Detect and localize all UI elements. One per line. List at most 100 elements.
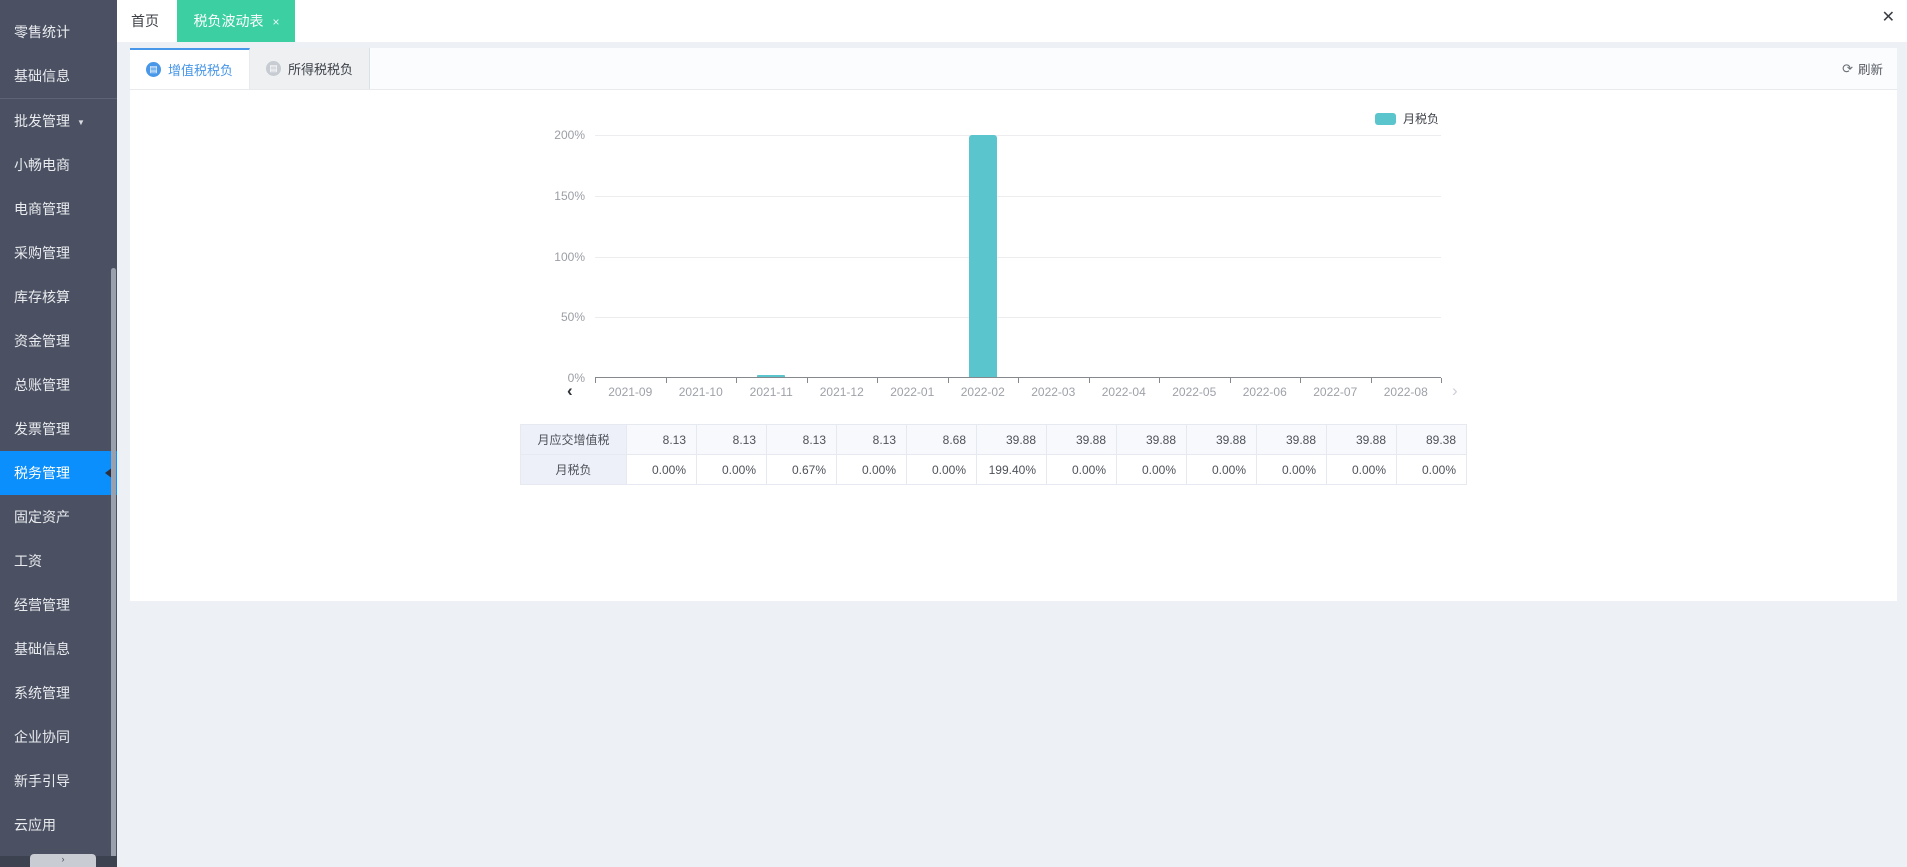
bar-2021-11[interactable] bbox=[757, 375, 785, 377]
legend-swatch bbox=[1375, 112, 1396, 125]
x-tick-label: 2021-11 bbox=[749, 385, 793, 399]
sidebar-item-6[interactable]: 库存核算 bbox=[0, 275, 117, 319]
x-axis-tick bbox=[1300, 378, 1301, 383]
sidebar-item-label: 批发管理 bbox=[14, 113, 70, 129]
sidebar-item-13[interactable]: 经营管理 bbox=[0, 583, 117, 627]
active-item-arrow-icon bbox=[105, 467, 113, 479]
sidebar: 零售统计 基础信息 批发管理 ▼ 小畅电商 电商管理 采购管理 库存核算 资金管理 总账管理 发票管… bbox=[0, 0, 117, 867]
sidebar-item-17[interactable]: 新手引导 bbox=[0, 759, 117, 803]
sidebar-item-4[interactable]: 电商管理 bbox=[0, 187, 117, 231]
sidebar-item-label: 资金管理 bbox=[14, 333, 70, 349]
sidebar-item-9[interactable]: 发票管理 bbox=[0, 407, 117, 451]
sidebar-item-label: 税务管理 bbox=[14, 465, 70, 481]
sidebar-item-label: 云应用 bbox=[14, 817, 56, 833]
table-cell: 0.00% bbox=[1256, 454, 1327, 485]
table-cell: 89.38 bbox=[1396, 424, 1467, 455]
x-tick-label: 2022-03 bbox=[1031, 385, 1076, 399]
sidebar-item-label: 工资 bbox=[14, 553, 42, 569]
bar-chart-plot-area bbox=[595, 135, 1442, 383]
y-tick-label: 0% bbox=[567, 371, 585, 385]
x-axis-tick bbox=[666, 378, 667, 383]
refresh-icon: ⟳ bbox=[1842, 60, 1853, 76]
table-cell: 0.00% bbox=[1396, 454, 1467, 485]
x-tick-label: 2022-05 bbox=[1172, 385, 1217, 399]
gridline bbox=[595, 256, 1441, 258]
sidebar-scrollbar-thumb[interactable] bbox=[111, 268, 116, 858]
sidebar-item-label: 库存核算 bbox=[14, 289, 70, 305]
chart-next-page-button[interactable]: › bbox=[1452, 381, 1458, 400]
sidebar-item-10[interactable]: 税务管理 bbox=[0, 451, 117, 495]
table-cell: 0.00% bbox=[1186, 454, 1257, 485]
y-tick-label: 150% bbox=[554, 188, 585, 203]
x-axis-tick bbox=[877, 378, 878, 383]
table-cell: 0.00% bbox=[626, 454, 697, 485]
sidebar-item-label: 采购管理 bbox=[14, 245, 70, 261]
top-tab-home[interactable]: 首页 bbox=[131, 13, 159, 29]
sidebar-item-2[interactable]: 批发管理 ▼ bbox=[0, 99, 117, 143]
sidebar-item-18[interactable]: 云应用 bbox=[0, 803, 117, 847]
window-close-button[interactable]: ✕ bbox=[1881, 9, 1895, 26]
sidebar-item-11[interactable]: 固定资产 bbox=[0, 495, 117, 539]
x-axis-tick bbox=[1018, 378, 1019, 383]
tab-close-icon[interactable]: × bbox=[272, 15, 280, 29]
table-row: 月税负 0.00% 0.00% 0.67% 0.00% 0.00% 199.40% 0.00%… bbox=[520, 454, 1467, 485]
x-axis-tick bbox=[807, 378, 808, 383]
x-axis-tick bbox=[1089, 378, 1090, 383]
tab-label: 增值税税负 bbox=[168, 63, 234, 78]
table-cell: 39.88 bbox=[1116, 424, 1187, 455]
top-tab-label: 税负波动表 bbox=[193, 13, 264, 29]
refresh-button[interactable]: ⟳ 刷新 bbox=[1842, 48, 1897, 89]
tab-label: 所得税税负 bbox=[288, 62, 354, 77]
gridline bbox=[595, 195, 1441, 197]
sidebar-collapse-button[interactable]: › bbox=[30, 854, 96, 867]
main-area: ▤ 增值税税负 ▤ 所得税税负 ⟳ 刷新 月税负 0% 50% 100% 150% 20… bbox=[117, 42, 1907, 867]
sidebar-item-15[interactable]: 系统管理 bbox=[0, 671, 117, 715]
row-header: 月应交增值税 bbox=[520, 424, 627, 455]
sidebar-item-8[interactable]: 总账管理 bbox=[0, 363, 117, 407]
sidebar-item-label: 经营管理 bbox=[14, 597, 70, 613]
x-tick-label: 2022-04 bbox=[1101, 385, 1146, 399]
x-axis-tick bbox=[1371, 378, 1372, 383]
sidebar-item-label: 新手引导 bbox=[14, 773, 70, 789]
tab-vat-burden[interactable]: ▤ 增值税税负 bbox=[130, 48, 251, 89]
sidebar-item-label: 零售统计 bbox=[14, 24, 70, 40]
x-tick-label: 2022-01 bbox=[890, 385, 935, 399]
x-tick-label: 2022-07 bbox=[1313, 385, 1358, 399]
table-cell: 0.00% bbox=[1046, 454, 1117, 485]
sidebar-item-label: 发票管理 bbox=[14, 421, 70, 437]
table-cell: 0.00% bbox=[1326, 454, 1397, 485]
chart-prev-page-button[interactable]: ‹ bbox=[567, 381, 573, 400]
sidebar-item-1[interactable]: 基础信息 bbox=[0, 54, 117, 98]
legend-item-monthly-tax-burden[interactable]: 月税负 bbox=[1375, 110, 1439, 127]
row-header: 月税负 bbox=[520, 454, 627, 485]
y-tick-label: 200% bbox=[554, 128, 585, 142]
table-cell: 0.00% bbox=[906, 454, 977, 485]
tab-income-tax-burden[interactable]: ▤ 所得税税负 bbox=[250, 48, 371, 89]
x-tick-label: 2022-08 bbox=[1383, 385, 1428, 399]
income-tax-report-icon: ▤ bbox=[266, 61, 282, 76]
sidebar-item-3[interactable]: 小畅电商 bbox=[0, 143, 117, 187]
content-panel: ▤ 增值税税负 ▤ 所得税税负 ⟳ 刷新 月税负 0% 50% 100% 150% 20… bbox=[130, 48, 1897, 601]
table-cell: 8.13 bbox=[766, 424, 837, 455]
x-tick-label: 2022-06 bbox=[1242, 385, 1287, 399]
sidebar-item-0[interactable]: 零售统计 bbox=[0, 10, 117, 54]
sidebar-item-12[interactable]: 工资 bbox=[0, 539, 117, 583]
table-cell: 39.88 bbox=[1186, 424, 1257, 455]
sidebar-item-5[interactable]: 采购管理 bbox=[0, 231, 117, 275]
sidebar-item-14[interactable]: 基础信息 bbox=[0, 627, 117, 671]
sidebar-item-7[interactable]: 资金管理 bbox=[0, 319, 117, 363]
top-tab-tax-fluctuation[interactable]: 税负波动表 × bbox=[177, 0, 296, 42]
sidebar-item-label: 基础信息 bbox=[14, 68, 70, 84]
sidebar-item-16[interactable]: 企业协同 bbox=[0, 715, 117, 759]
content-tab-strip: ▤ 增值税税负 ▤ 所得税税负 ⟳ 刷新 bbox=[130, 48, 1897, 90]
bar-2022-02[interactable] bbox=[969, 135, 997, 377]
chevron-down-icon: ▼ bbox=[77, 118, 85, 127]
table-cell: 0.00% bbox=[1116, 454, 1187, 485]
sidebar-scrollbar[interactable] bbox=[110, 0, 117, 867]
x-tick-label: 2022-02 bbox=[960, 385, 1005, 399]
table-cell: 199.40% bbox=[976, 454, 1047, 485]
x-axis-tick bbox=[736, 378, 737, 383]
sidebar-item-label: 小畅电商 bbox=[14, 157, 70, 173]
sidebar-menu: 零售统计 基础信息 批发管理 ▼ 小畅电商 电商管理 采购管理 库存核算 资金管理 总账管理 发票管… bbox=[0, 0, 117, 847]
sidebar-item-label: 电商管理 bbox=[14, 201, 70, 217]
